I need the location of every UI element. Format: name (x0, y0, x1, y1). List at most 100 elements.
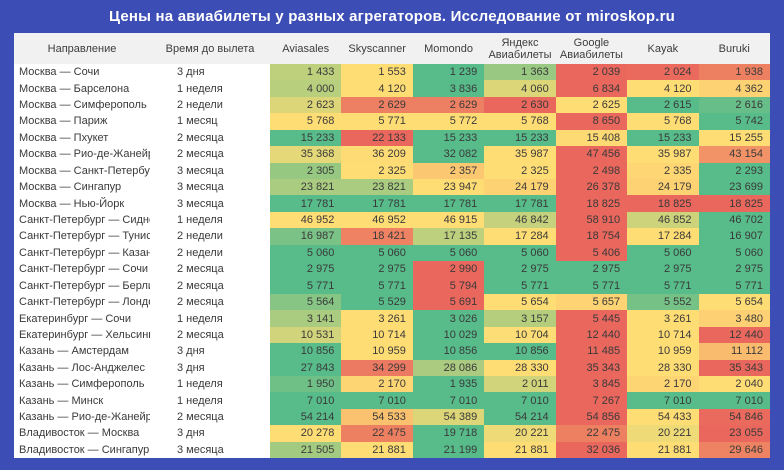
price-cell-kayak: 5 771 (627, 277, 699, 294)
column-header-время-до-вылета: Время до вылета (165, 42, 255, 55)
price-cell-momondo: 3 026 (412, 310, 485, 327)
price-cell-яндекс-авиабилеты: 5 768 (484, 113, 556, 130)
direction-cell: Москва — Рио-де-Жанейро (19, 148, 150, 161)
time-to-departure-cell: 2 месяца (177, 328, 224, 341)
time-to-departure-cell: 2 месяца (177, 296, 224, 309)
price-cell-skyscanner: 10 959 (341, 343, 413, 360)
direction-cell: Казань — Минск (19, 394, 104, 407)
price-cell-skyscanner: 2 975 (341, 261, 413, 278)
price-cell-яндекс-авиабилеты: 3 157 (484, 310, 556, 327)
price-cell-яндекс-авиабилеты: 7 010 (484, 392, 556, 409)
price-cell-яндекс-авиабилеты: 10 704 (484, 326, 556, 344)
column-header-momondo: Momondo (424, 42, 474, 55)
price-cell-google-авиабилеты: 35 343 (555, 359, 628, 377)
price-cell-skyscanner: 34 299 (341, 359, 413, 377)
direction-cell: Казань — Амстердам (19, 345, 129, 358)
price-cell-google-авиабилеты: 54 856 (555, 408, 628, 426)
price-cell-momondo: 2 990 (412, 261, 485, 278)
price-cell-google-авиабилеты: 2 498 (555, 162, 628, 179)
price-cell-aviasales: 3 141 (270, 310, 342, 327)
price-cell-aviasales: 10 856 (270, 343, 342, 360)
page-title: Цены на авиабилеты у разных агрегаторов.… (109, 8, 675, 25)
price-cell-momondo: 32 082 (412, 146, 485, 163)
price-cell-aviasales: 1 950 (270, 376, 342, 393)
price-cell-google-авиабилеты: 26 378 (555, 178, 628, 196)
table-row: Москва — Сингапур 3 месяца 23 821 23 821 23 … (14, 178, 770, 196)
price-cell-яндекс-авиабилеты: 46 842 (484, 211, 556, 229)
time-to-departure-cell: 1 неделя (177, 378, 223, 391)
price-cell-kayak: 15 233 (627, 129, 699, 147)
direction-cell: Москва — Санкт-Петербург (19, 164, 150, 177)
price-cell-momondo: 5 060 (412, 244, 485, 262)
table-row: Санкт-Петербург — Сидней 1 неделя 46 952 46… (14, 211, 770, 229)
price-cell-kayak: 5 768 (627, 113, 699, 130)
price-cell-google-авиабилеты: 58 910 (555, 211, 628, 229)
price-cell-aviasales: 16 987 (270, 228, 342, 245)
price-cell-momondo: 7 010 (412, 392, 485, 409)
table-row: Санкт-Петербург — Берлин 2 месяца 5 771 5 7… (14, 277, 770, 294)
price-cell-яндекс-авиабилеты: 21 881 (484, 441, 556, 459)
price-cell-skyscanner: 5 771 (341, 277, 413, 294)
price-cell-buruki: 16 907 (698, 228, 770, 245)
price-cell-momondo: 23 947 (412, 178, 485, 196)
time-to-departure-cell: 2 недели (177, 99, 223, 112)
price-cell-kayak: 17 284 (627, 228, 699, 245)
price-cell-яндекс-авиабилеты: 24 179 (484, 178, 556, 196)
price-cell-kayak: 20 221 (627, 425, 699, 442)
price-cell-skyscanner: 4 120 (341, 80, 413, 97)
price-cell-яндекс-авиабилеты: 2 325 (484, 162, 556, 179)
price-cell-skyscanner: 1 553 (341, 64, 413, 81)
price-cell-buruki: 3 480 (698, 310, 770, 327)
price-cell-buruki: 29 646 (698, 441, 770, 459)
price-cell-skyscanner: 5 060 (341, 244, 413, 262)
price-cell-buruki: 12 440 (698, 326, 770, 344)
price-cell-momondo: 17 781 (412, 195, 485, 212)
price-cell-aviasales: 27 843 (270, 359, 342, 377)
price-cell-buruki: 18 825 (698, 195, 770, 212)
direction-cell: Екатеринбург — Хельсинки (19, 328, 150, 341)
price-cell-яндекс-авиабилеты: 15 233 (484, 129, 556, 147)
time-to-departure-cell: 1 неделя (177, 82, 223, 95)
price-cell-buruki: 5 654 (698, 293, 770, 311)
price-cell-momondo: 5 794 (412, 277, 485, 294)
price-cell-skyscanner: 2 325 (341, 162, 413, 179)
direction-cell: Москва — Симферополь (19, 99, 147, 112)
price-cell-aviasales: 23 821 (270, 178, 342, 196)
price-cell-яндекс-авиабилеты: 2 630 (484, 96, 556, 114)
time-to-departure-cell: 2 месяца (177, 131, 224, 144)
price-cell-aviasales: 54 214 (270, 408, 342, 426)
price-cell-google-авиабилеты: 5 771 (555, 277, 628, 294)
price-cell-kayak: 10 959 (627, 343, 699, 360)
price-cell-momondo: 28 086 (412, 359, 485, 377)
price-cell-aviasales: 10 531 (270, 326, 342, 344)
price-cell-skyscanner: 36 209 (341, 146, 413, 163)
table-row: Санкт-Петербург — Тунис 2 недели 16 987 18 … (14, 228, 770, 245)
time-to-departure-cell: 2 недели (177, 246, 223, 259)
price-cell-buruki: 7 010 (698, 392, 770, 409)
direction-cell: Москва — Сочи (19, 66, 100, 79)
price-cell-kayak: 54 433 (627, 408, 699, 426)
direction-cell: Москва — Сингапур (19, 181, 122, 194)
price-cell-aviasales: 21 505 (270, 441, 342, 459)
price-cell-momondo: 21 199 (412, 441, 485, 459)
table-row: Москва — Рио-де-Жанейро 2 месяца 35 368 36 … (14, 146, 770, 163)
price-cell-aviasales: 17 781 (270, 195, 342, 212)
time-to-departure-cell: 3 месяца (177, 181, 224, 194)
price-cell-яндекс-авиабилеты: 5 654 (484, 293, 556, 311)
price-cell-aviasales: 15 233 (270, 129, 342, 147)
table-row: Москва — Пхукет 2 месяца 15 233 22 133 15 23… (14, 129, 770, 147)
price-cell-яндекс-авиабилеты: 28 330 (484, 359, 556, 377)
table-row: Казань — Минск 1 неделя 7 010 7 010 7 010 7 0… (14, 392, 770, 409)
time-to-departure-cell: 3 дня (177, 66, 205, 79)
price-cell-buruki: 46 702 (698, 211, 770, 229)
price-cell-kayak: 18 825 (627, 195, 699, 212)
price-cell-google-авиабилеты: 8 650 (555, 113, 628, 130)
price-cell-aviasales: 2 305 (270, 162, 342, 179)
price-cell-google-авиабилеты: 2 625 (555, 96, 628, 114)
price-cell-skyscanner: 46 952 (341, 211, 413, 229)
price-cell-momondo: 2 357 (412, 162, 485, 179)
time-to-departure-cell: 1 месяц (177, 115, 218, 128)
price-cell-momondo: 17 135 (412, 228, 485, 245)
time-to-departure-cell: 2 месяца (177, 411, 224, 424)
table-row: Екатеринбург — Хельсинки 2 месяца 10 531 10… (14, 326, 770, 344)
